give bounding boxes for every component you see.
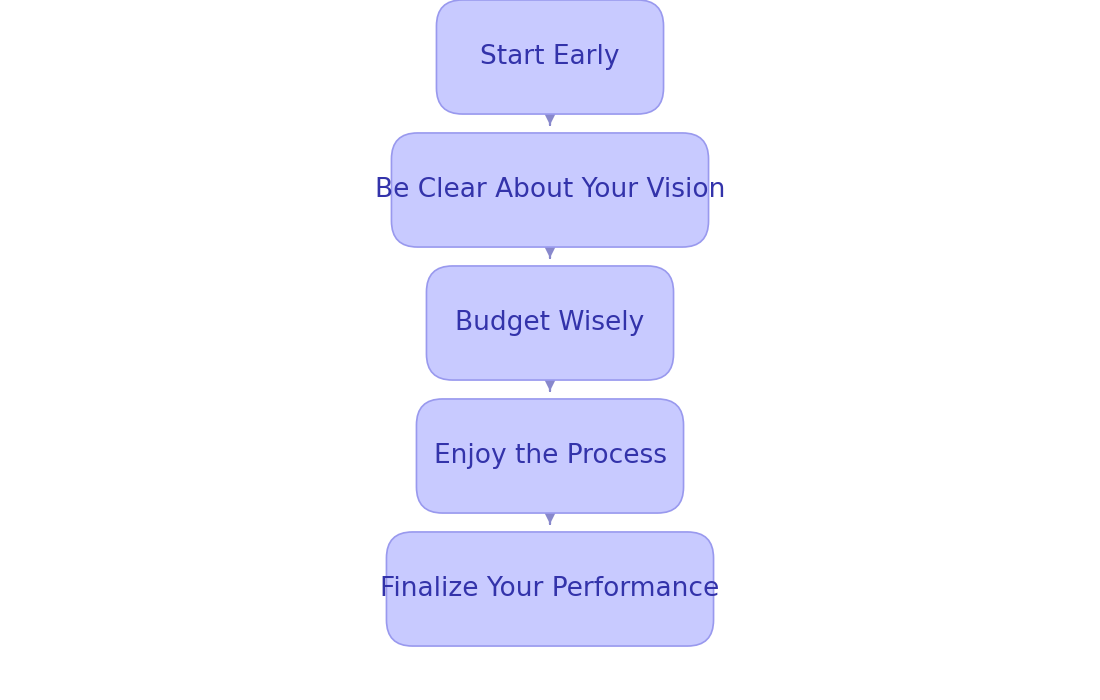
- FancyBboxPatch shape: [417, 399, 683, 513]
- Text: Be Clear About Your Vision: Be Clear About Your Vision: [375, 177, 725, 203]
- Text: Enjoy the Process: Enjoy the Process: [433, 443, 667, 469]
- Text: Finalize Your Performance: Finalize Your Performance: [381, 576, 719, 602]
- Text: Budget Wisely: Budget Wisely: [455, 310, 645, 336]
- FancyBboxPatch shape: [437, 0, 663, 114]
- FancyBboxPatch shape: [427, 266, 673, 380]
- FancyBboxPatch shape: [392, 133, 708, 247]
- FancyBboxPatch shape: [386, 532, 714, 646]
- Text: Start Early: Start Early: [481, 44, 619, 70]
